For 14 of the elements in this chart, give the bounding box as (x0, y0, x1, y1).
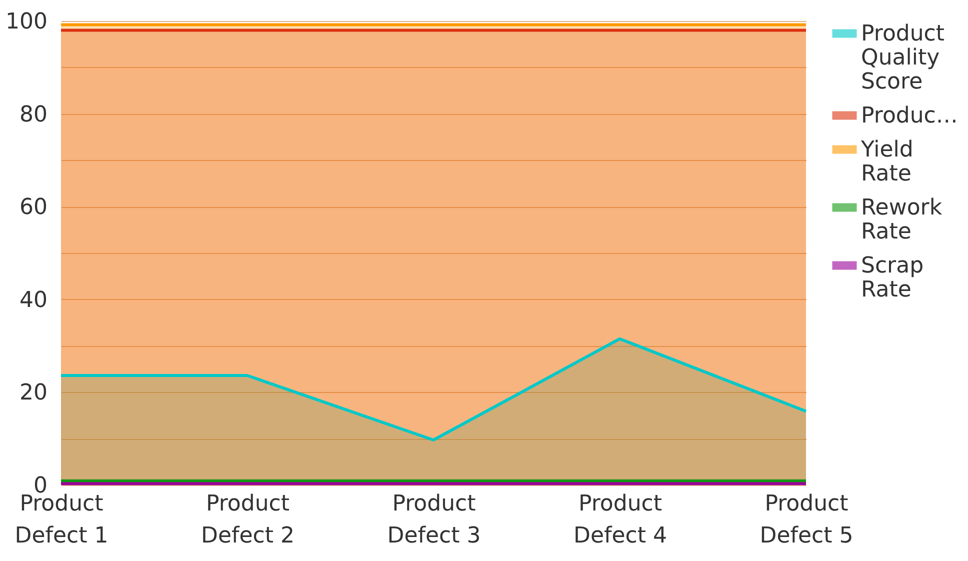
legend-label: Rework Rate (861, 196, 942, 244)
legend-label: Product Quality Score (861, 22, 945, 94)
legend-label: Produc… (861, 104, 958, 128)
legend-label: Yield Rate (860, 138, 914, 186)
legend-label: Scrap Rate (861, 254, 924, 302)
y-tick-label: 80 (20, 102, 48, 128)
y-tick-label: 100 (6, 10, 48, 34)
x-tick-label: Product Defect 2 (201, 492, 294, 548)
x-tick-label: Product Defect 4 (574, 492, 667, 548)
y-tick-label: 40 (20, 288, 48, 313)
y-tick-label: 60 (20, 195, 48, 220)
y-tick-label: 20 (20, 380, 48, 406)
x-tick-label: Product Defect 3 (387, 492, 481, 548)
x-tick-label: Product Defect 5 (760, 492, 854, 548)
